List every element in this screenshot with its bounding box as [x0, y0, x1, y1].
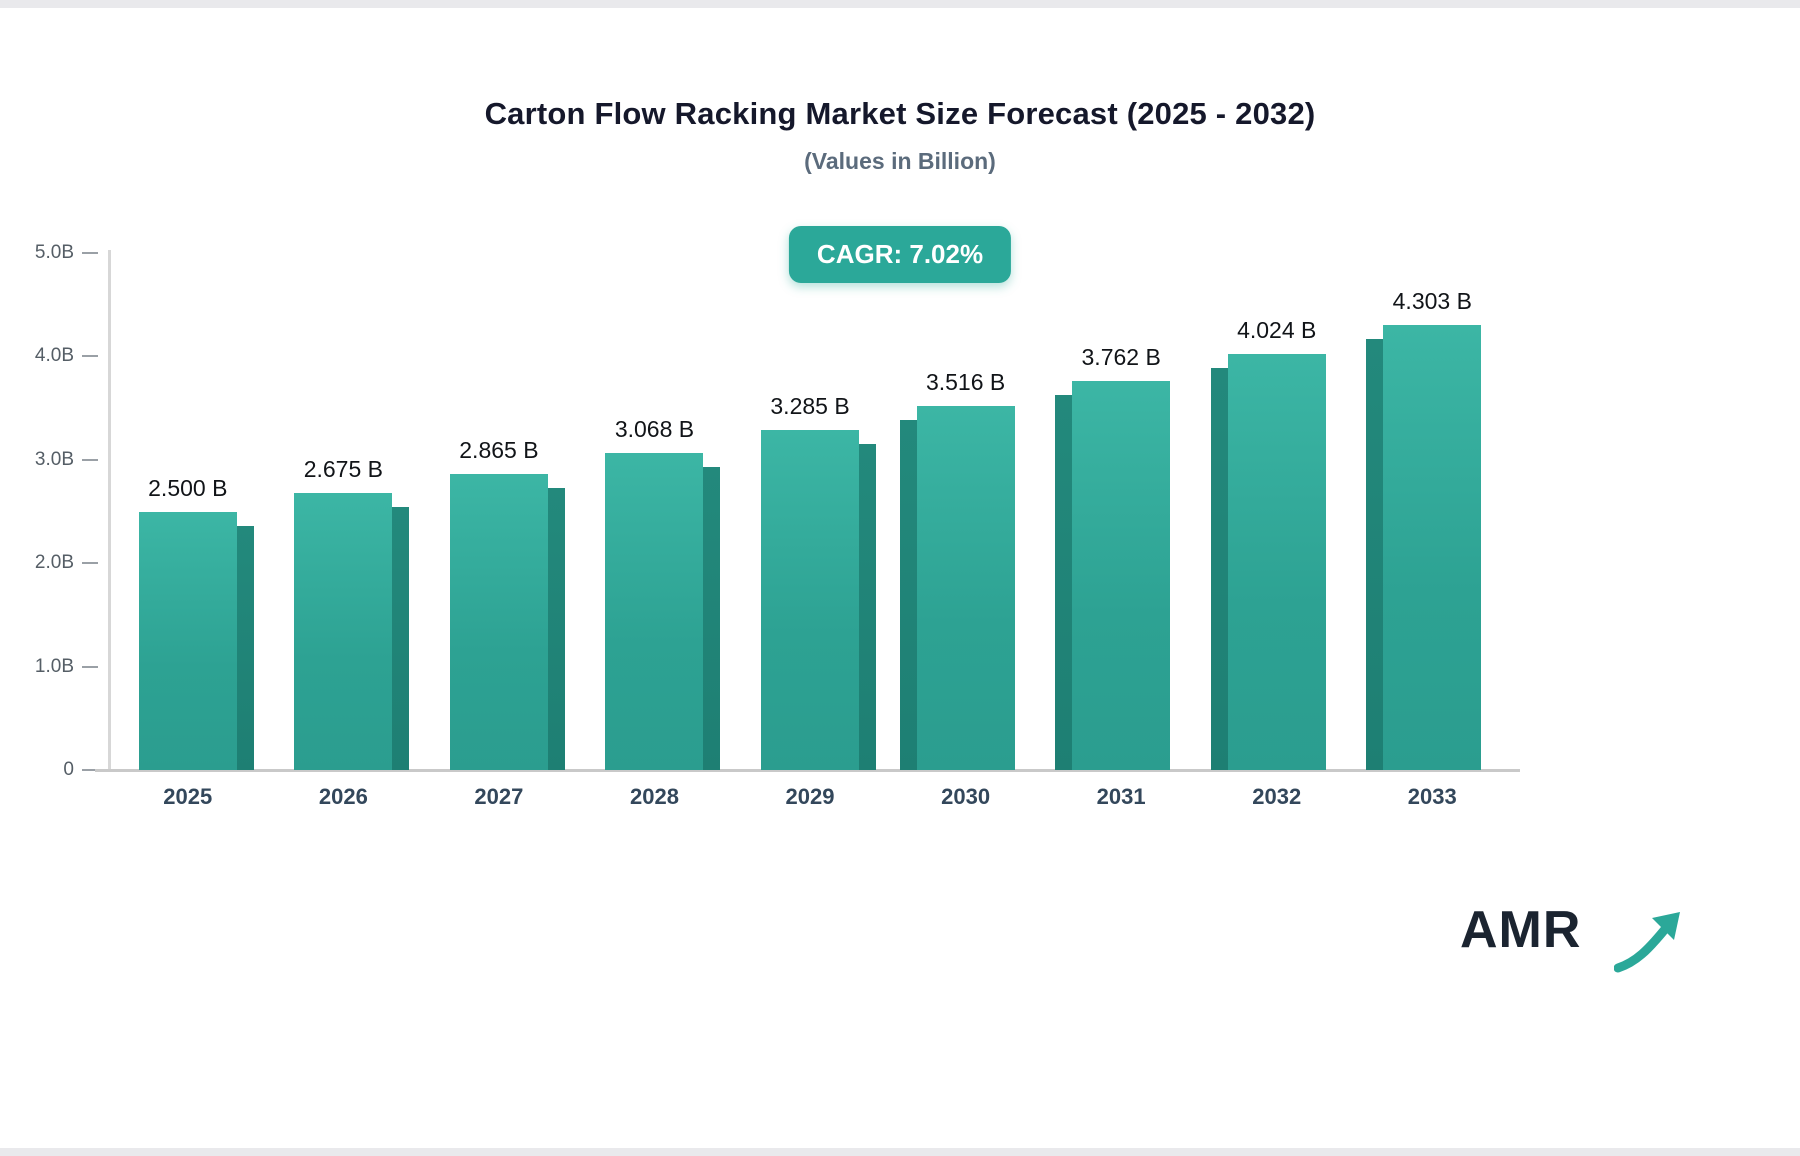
y-tick-mark [82, 665, 98, 668]
y-tick-mark [82, 769, 98, 771]
bar-2032: 4.024 B [1210, 317, 1326, 770]
bar-slot-2031: 3.762 B [1043, 253, 1199, 770]
bar-side-shadow [392, 507, 410, 770]
bar-2029: 3.285 B [761, 393, 877, 770]
bar-2031: 3.762 B [1055, 344, 1171, 770]
y-tick-mark [82, 562, 98, 565]
x-label-2033: 2033 [1407, 784, 1457, 809]
brand-logo-text: AMR [1460, 901, 1582, 959]
y-tick-mark [82, 355, 98, 358]
x-label-2025: 2025 [163, 784, 213, 809]
bar-side-shadow [547, 487, 565, 770]
y-tick-label: 2.0B [34, 552, 74, 574]
bar-slot-2030: 3.516 B [888, 253, 1044, 770]
bar-side-shadow [1210, 367, 1228, 770]
y-tick-label: 3.0B [34, 448, 74, 470]
bar-2026: 2.675 B [294, 456, 410, 770]
bar-side-shadow [1366, 339, 1384, 770]
x-label-2031: 2031 [1096, 784, 1146, 809]
bar-value-label-2031: 3.762 B [1081, 344, 1161, 371]
cagr-badge: CAGR: 7.02% [788, 226, 1012, 283]
bar-slot-2028: 3.068 B [577, 253, 733, 770]
screen-edge-top [0, 0, 1800, 8]
bar-value-label-2025: 2.500 B [148, 474, 228, 501]
bar-2030: 3.516 B [899, 369, 1015, 770]
bars: 2.500 B 2.675 B 2.865 B 3.068 B 3.285 B 3.516… [110, 253, 1510, 770]
chart-title: Carton Flow Racking Market Size Forecast… [484, 96, 1316, 131]
bar-2028: 3.068 B [605, 416, 721, 770]
growth-arrow-icon [1614, 912, 1680, 973]
bar-value-label-2030: 3.516 B [925, 369, 1006, 396]
bar-side-shadow [859, 444, 877, 770]
bar-value-label-2026: 2.675 B [303, 456, 383, 483]
x-axis-labels: 2025 2026 2027 2028 2029 2030 2031 2032 2033 [110, 784, 1510, 810]
bar-side-shadow [236, 525, 254, 770]
x-label-2026: 2026 [318, 784, 368, 809]
y-tick-mark [82, 458, 98, 461]
y-tick-label: 1.0B [34, 655, 74, 677]
x-label-2029: 2029 [785, 784, 835, 809]
brand-logo: AMR [1460, 900, 1680, 980]
bar-value-label-2032: 4.024 B [1237, 316, 1317, 343]
y-tick-label: 0 [63, 759, 74, 780]
bar-value-label-2033: 4.303 B [1392, 288, 1472, 315]
x-label-2028: 2028 [629, 784, 679, 809]
y-tick-mark [82, 252, 98, 254]
bar-value-label-2028: 3.068 B [614, 415, 695, 442]
x-label-2030: 2030 [941, 784, 991, 809]
screen-edge-bottom [0, 1148, 1800, 1156]
bar-slot-2033: 4.303 B [1355, 253, 1511, 770]
y-axis-line [108, 250, 111, 770]
bar-side-shadow [703, 466, 721, 770]
bar-slot-2026: 2.675 B [266, 253, 422, 770]
bar-value-label-2029: 3.285 B [770, 393, 850, 420]
x-label-2027: 2027 [474, 784, 524, 809]
bar-slot-2025: 2.500 B [110, 253, 266, 770]
x-label-2032: 2032 [1252, 784, 1302, 809]
bar-2033: 4.303 B [1366, 288, 1482, 770]
bar-slot-2029: 3.285 B [732, 253, 888, 770]
bar-slot-2027: 2.865 B [421, 253, 577, 770]
y-tick-label: 5.0B [34, 242, 74, 263]
chart-subtitle: (Values in Billion) [804, 148, 996, 174]
bar-side-shadow [899, 420, 917, 770]
x-axis-line [95, 769, 1520, 772]
bar-side-shadow [1055, 395, 1073, 770]
bar-slot-2032: 4.024 B [1199, 253, 1355, 770]
bar-2027: 2.865 B [449, 437, 565, 770]
y-axis: 5.0B 4.0B 3.0B 2.0B 1.0B 0 [0, 242, 108, 780]
bar-2025: 2.500 B [138, 475, 254, 770]
y-tick-label: 4.0B [34, 345, 74, 367]
bar-value-label-2027: 2.865 B [459, 436, 539, 463]
